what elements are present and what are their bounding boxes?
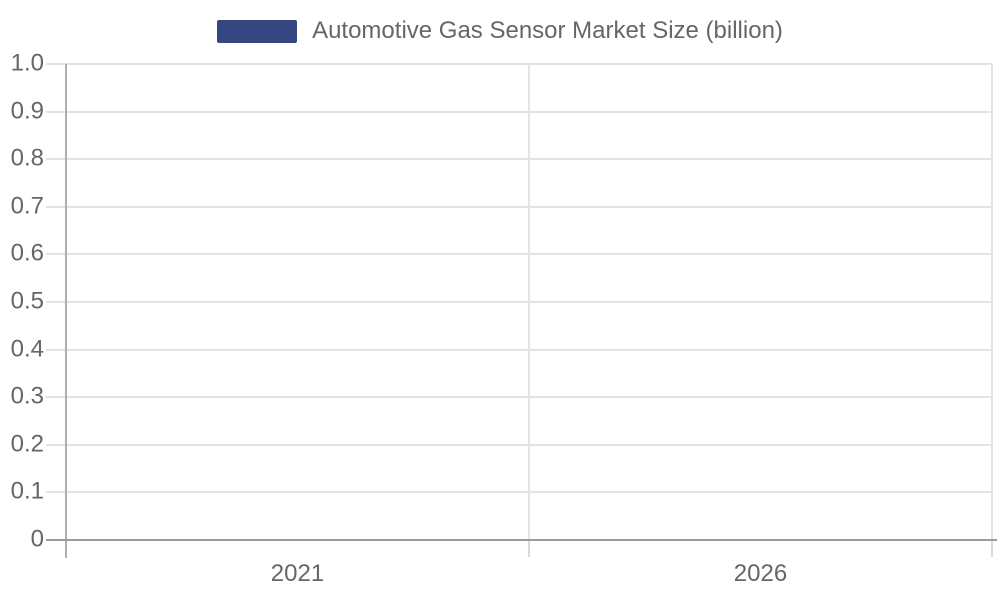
horizontal-gridline — [46, 348, 992, 351]
vertical-gridline — [991, 64, 993, 540]
y-axis-tick-label: 0.5 — [10, 287, 44, 315]
horizontal-gridline — [46, 396, 992, 399]
y-axis-tick-label: 0.1 — [10, 477, 44, 505]
horizontal-gridline — [46, 205, 992, 208]
y-axis-tick-label: 0.3 — [10, 382, 44, 410]
x-axis-tick — [528, 540, 530, 557]
y-axis-tick-label: 0.7 — [10, 192, 44, 220]
horizontal-gridline — [46, 301, 992, 303]
horizontal-gridline — [46, 63, 992, 65]
y-axis-tick-label: 0.6 — [10, 239, 44, 267]
x-axis-line — [46, 539, 997, 541]
horizontal-gridline — [46, 443, 992, 446]
y-axis-tick-label: 0 — [30, 525, 44, 553]
x-axis-category-label: 2021 — [270, 560, 325, 587]
horizontal-gridline — [46, 158, 992, 161]
vertical-gridline — [528, 64, 530, 540]
legend-label: Automotive Gas Sensor Market Size (billi… — [312, 17, 783, 44]
x-axis-tick — [991, 540, 993, 557]
legend-color-swatch — [217, 19, 298, 43]
x-axis-category-label: 2026 — [733, 560, 788, 587]
y-axis-line — [65, 64, 67, 558]
legend-item[interactable]: Automotive Gas Sensor Market Size (billi… — [0, 12, 1000, 50]
y-axis-tick-label: 0.2 — [10, 430, 44, 458]
y-axis-tick-label: 1.0 — [10, 49, 44, 77]
horizontal-gridline — [46, 110, 992, 113]
y-axis-tick-label: 0.4 — [10, 335, 44, 363]
y-axis-tick-label: 0.9 — [10, 97, 44, 125]
horizontal-gridline — [46, 491, 992, 494]
y-axis-tick-label: 0.8 — [10, 144, 44, 172]
horizontal-gridline — [46, 253, 992, 256]
